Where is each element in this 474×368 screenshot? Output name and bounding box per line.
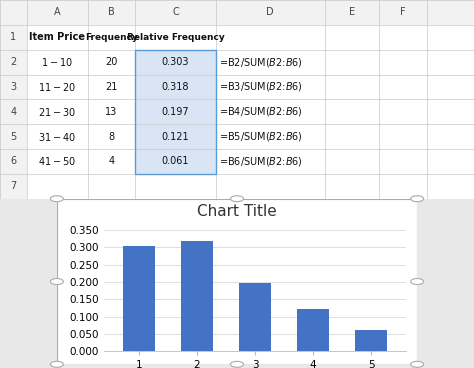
Text: 0.303: 0.303 xyxy=(162,57,189,67)
Text: A: A xyxy=(54,7,61,17)
Text: 2: 2 xyxy=(10,57,17,67)
Text: =B6/SUM($B$2:$B$6): =B6/SUM($B$2:$B$6) xyxy=(219,155,303,168)
Text: 3: 3 xyxy=(10,82,17,92)
Text: 4: 4 xyxy=(10,107,17,117)
Circle shape xyxy=(410,196,424,202)
Circle shape xyxy=(230,361,244,367)
Text: Chart Title: Chart Title xyxy=(197,205,277,219)
Text: 21: 21 xyxy=(105,82,118,92)
Bar xyxy=(135,50,216,174)
Bar xyxy=(135,124,216,149)
Bar xyxy=(123,247,155,351)
Bar xyxy=(0,0,474,25)
Text: 0.121: 0.121 xyxy=(162,132,189,142)
Text: $31 - $40: $31 - $40 xyxy=(38,131,76,143)
Text: $41 - $50: $41 - $50 xyxy=(38,155,76,167)
Circle shape xyxy=(410,279,424,284)
Text: 13: 13 xyxy=(105,107,118,117)
Bar xyxy=(356,330,387,351)
Text: Relative Frequency: Relative Frequency xyxy=(127,33,224,42)
Text: D: D xyxy=(266,7,274,17)
Text: E: E xyxy=(349,7,355,17)
Text: C: C xyxy=(172,7,179,17)
Bar xyxy=(135,50,216,74)
Bar xyxy=(135,149,216,174)
Bar xyxy=(181,241,213,351)
Text: Frequency: Frequency xyxy=(85,33,138,42)
Text: =B3/SUM($B$2:$B$6): =B3/SUM($B$2:$B$6) xyxy=(219,81,303,93)
Bar xyxy=(135,99,216,124)
Bar xyxy=(0,0,27,199)
Bar xyxy=(297,309,329,351)
Text: 5: 5 xyxy=(10,132,17,142)
Circle shape xyxy=(230,196,244,202)
Text: 6: 6 xyxy=(10,156,17,166)
Text: 1: 1 xyxy=(10,32,17,42)
Bar xyxy=(239,283,271,351)
Text: F: F xyxy=(400,7,406,17)
Circle shape xyxy=(50,196,64,202)
Circle shape xyxy=(410,361,424,367)
Text: 0.197: 0.197 xyxy=(162,107,189,117)
Text: 8: 8 xyxy=(109,132,114,142)
Circle shape xyxy=(50,361,64,367)
Bar xyxy=(135,75,216,99)
Text: 0.061: 0.061 xyxy=(162,156,189,166)
Text: Item Price: Item Price xyxy=(29,32,85,42)
Text: 4: 4 xyxy=(109,156,114,166)
Text: 20: 20 xyxy=(105,57,118,67)
Text: 0.318: 0.318 xyxy=(162,82,189,92)
Text: $11 - $20: $11 - $20 xyxy=(38,81,76,93)
Text: $1 - $10: $1 - $10 xyxy=(41,56,73,68)
Text: 7: 7 xyxy=(10,181,17,191)
Circle shape xyxy=(50,279,64,284)
Text: B: B xyxy=(108,7,115,17)
Text: $21 - $30: $21 - $30 xyxy=(38,106,76,118)
Text: =B5/SUM($B$2:$B$6): =B5/SUM($B$2:$B$6) xyxy=(219,130,303,143)
Text: =B4/SUM($B$2:$B$6): =B4/SUM($B$2:$B$6) xyxy=(219,105,303,118)
Text: =B2/SUM($B$2:$B$6): =B2/SUM($B$2:$B$6) xyxy=(219,56,303,68)
